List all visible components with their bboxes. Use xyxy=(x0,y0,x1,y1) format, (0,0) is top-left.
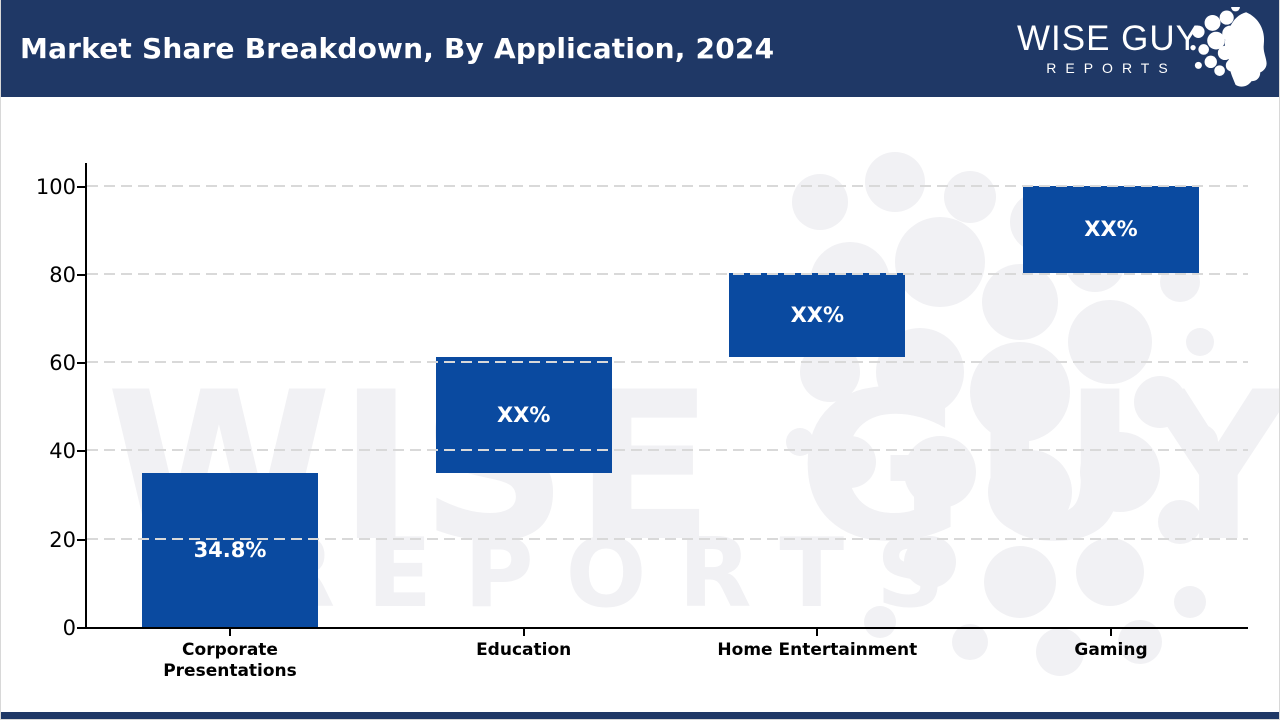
dotted-head-profile-icon xyxy=(1190,6,1267,87)
x-axis-line xyxy=(85,627,1248,629)
x-tick-label: Corporate Presentations xyxy=(163,640,297,681)
header-bar: Market Share Breakdown, By Application, … xyxy=(0,0,1280,97)
bar-value-label: XX% xyxy=(496,403,551,428)
gridline xyxy=(87,361,1248,364)
y-tick-mark xyxy=(77,538,85,541)
y-tick-label: 20 xyxy=(49,527,76,552)
logo-wordmark: WISE GUY xyxy=(1016,19,1200,58)
x-tick-mark xyxy=(522,629,525,636)
gridline xyxy=(87,272,1248,275)
x-tick-label: Home Entertainment xyxy=(717,640,918,660)
y-tick-mark xyxy=(77,627,85,629)
x-tick-mark xyxy=(1110,629,1112,636)
gridline xyxy=(87,449,1248,452)
waterfall-bar xyxy=(142,473,318,627)
y-tick-label: 60 xyxy=(49,351,76,376)
bar-value-label: XX% xyxy=(1084,217,1138,242)
y-tick-label: 0 xyxy=(62,616,76,640)
waterfall-bar xyxy=(435,356,612,474)
market-share-chart: WISE GUY REPORTS 0 20 40 60 80 100 34.8% Corpor… xyxy=(0,97,1280,712)
x-tick-mark xyxy=(229,629,231,636)
y-tick-label: 80 xyxy=(49,262,76,287)
plot-area: 0 20 40 60 80 100 34.8% Corporate Presentations… xyxy=(0,97,1280,712)
gridline xyxy=(87,184,1248,187)
logo-text: WISE GUY REPORTS xyxy=(1016,19,1200,77)
watermark-subtitle: REPORTS xyxy=(262,519,977,629)
bar-value-label: 34.8% xyxy=(193,538,267,563)
x-tick-label: Gaming xyxy=(1074,640,1148,660)
x-tick-label: Education xyxy=(476,640,572,660)
y-tick-label: 40 xyxy=(49,439,76,464)
y-tick-mark xyxy=(77,450,85,453)
y-tick-mark xyxy=(77,185,85,188)
y-tick-mark xyxy=(77,273,85,276)
bar-value-label: XX% xyxy=(790,302,845,327)
y-tick-label: 100 xyxy=(35,174,76,199)
logo-subtitle: REPORTS xyxy=(1046,60,1177,76)
gridline xyxy=(87,537,1248,540)
footer-bar xyxy=(0,712,1280,720)
x-tick-mark xyxy=(816,629,819,636)
waterfall-bar xyxy=(729,272,906,357)
y-tick-mark xyxy=(77,362,85,365)
y-axis-line xyxy=(85,163,87,629)
wise-guy-reports-logo: WISE GUY REPORTS xyxy=(1016,6,1270,91)
page-title: Market Share Breakdown, By Application, … xyxy=(20,32,775,65)
waterfall-bar xyxy=(1023,185,1199,273)
